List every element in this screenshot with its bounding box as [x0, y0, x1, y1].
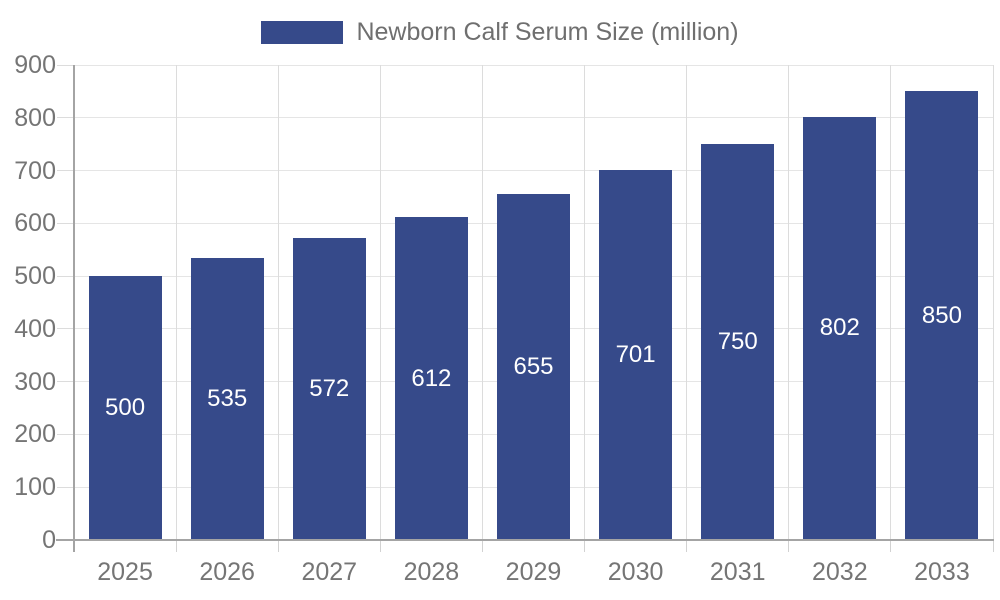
- bar-value-label: 655: [513, 353, 554, 381]
- legend-swatch-icon: [261, 20, 344, 44]
- y-axis-label: 400: [14, 314, 56, 343]
- x-gridline: [992, 65, 994, 540]
- x-axis-label: 2028: [403, 558, 460, 586]
- x-axis-label: 2032: [812, 558, 868, 586]
- y-tick: [57, 222, 74, 224]
- y-gridline: [74, 64, 993, 66]
- x-tick: [890, 540, 892, 552]
- x-gridline: [481, 65, 483, 540]
- y-tick: [57, 64, 74, 66]
- y-axis-label: 900: [14, 51, 56, 79]
- x-tick: [788, 540, 790, 552]
- legend-label: Newborn Calf Serum Size (million): [356, 18, 739, 46]
- x-gridline: [788, 65, 790, 540]
- y-tick: [57, 486, 74, 488]
- x-tick: [992, 540, 994, 552]
- x-axis-label: 2030: [607, 558, 664, 586]
- x-gridline: [584, 65, 586, 540]
- y-axis-label: 0: [42, 526, 56, 554]
- bar-value-label: 572: [309, 375, 350, 403]
- bar-value-label: 802: [819, 314, 860, 342]
- bar-value-label: 535: [207, 384, 248, 412]
- plot-area: 0 100 200 300 400 500 600 700 800 900 2025 500 2026 5…: [14, 51, 994, 586]
- y-tick: [57, 433, 74, 435]
- x-gridline: [277, 65, 279, 540]
- bar-value-label: 850: [921, 301, 962, 329]
- y-tick: [57, 381, 74, 383]
- x-axis-label: 2025: [97, 558, 153, 586]
- x-axis-label: 2031: [709, 558, 766, 586]
- bar-2031[interactable]: 750: [701, 144, 775, 540]
- x-tick: [277, 540, 279, 552]
- y-axis-label: 800: [14, 103, 56, 132]
- x-axis-line: [56, 539, 994, 541]
- x-tick: [686, 540, 688, 552]
- bar-2030[interactable]: 701: [599, 170, 673, 540]
- bar-value-label: 500: [105, 394, 146, 422]
- bar-2032[interactable]: 802: [803, 116, 877, 540]
- x-gridline: [686, 65, 688, 540]
- y-axis-line: [73, 65, 75, 552]
- y-axis-label: 600: [14, 209, 56, 238]
- y-tick: [57, 117, 74, 119]
- x-tick: [379, 540, 381, 552]
- chart-legend[interactable]: Newborn Calf Serum Size (million): [0, 18, 1000, 46]
- x-axis-label: 2033: [914, 558, 970, 586]
- x-axis-label: 2029: [505, 558, 562, 586]
- y-axis-label: 500: [14, 262, 56, 291]
- x-gridline: [379, 65, 381, 540]
- x-gridline: [175, 65, 177, 540]
- bar-value-label: 612: [411, 364, 452, 392]
- y-gridline: [74, 170, 993, 172]
- y-tick: [57, 328, 74, 330]
- y-axis-label: 100: [14, 473, 56, 502]
- y-axis-label: 200: [14, 420, 56, 449]
- y-axis-label: 300: [14, 367, 56, 396]
- bar-2028[interactable]: 612: [394, 217, 468, 540]
- x-tick: [584, 540, 586, 552]
- y-tick: [57, 170, 74, 172]
- y-gridline: [74, 117, 993, 119]
- bar-2025[interactable]: 500: [88, 276, 162, 540]
- x-tick: [481, 540, 483, 552]
- y-tick: [57, 275, 74, 277]
- x-gridline: [890, 65, 892, 540]
- bar-value-label: 750: [717, 328, 758, 356]
- bar-value-label: 701: [615, 341, 656, 369]
- x-tick: [175, 540, 177, 552]
- bar-2029[interactable]: 655: [497, 194, 570, 540]
- bar-2026[interactable]: 535: [190, 257, 264, 540]
- bar-2033[interactable]: 850: [905, 91, 979, 540]
- x-axis-label: 2026: [199, 558, 255, 586]
- bar-2027[interactable]: 572: [292, 238, 366, 540]
- x-axis-label: 2027: [301, 558, 358, 586]
- y-axis-label: 700: [14, 156, 56, 185]
